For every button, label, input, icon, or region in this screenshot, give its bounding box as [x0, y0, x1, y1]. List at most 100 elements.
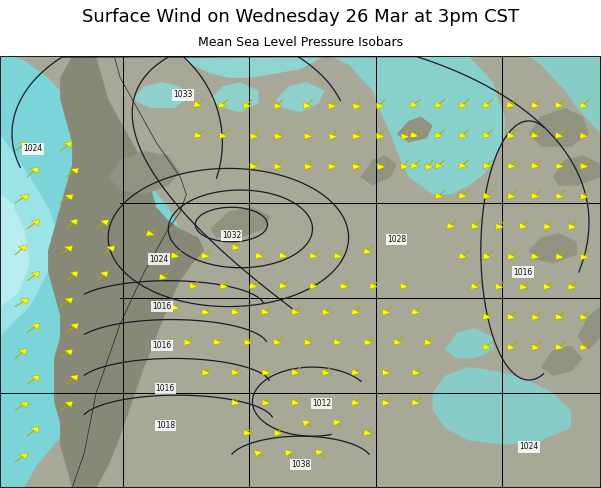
FancyArrow shape [580, 129, 589, 139]
Polygon shape [331, 56, 505, 194]
FancyArrow shape [310, 250, 319, 259]
FancyArrow shape [556, 190, 565, 199]
FancyArrow shape [400, 160, 409, 170]
FancyArrow shape [66, 219, 78, 229]
FancyArrow shape [66, 168, 79, 177]
FancyArrow shape [483, 341, 493, 350]
FancyArrow shape [273, 337, 282, 345]
FancyArrow shape [322, 367, 331, 376]
FancyArrow shape [274, 129, 282, 140]
Polygon shape [0, 134, 60, 337]
FancyArrow shape [410, 129, 421, 138]
FancyArrow shape [249, 281, 258, 289]
FancyArrow shape [364, 337, 373, 346]
FancyArrow shape [304, 129, 313, 139]
FancyArrow shape [340, 281, 349, 289]
FancyArrow shape [261, 306, 270, 315]
FancyArrow shape [496, 220, 505, 229]
FancyArrow shape [580, 311, 589, 320]
Text: 1038: 1038 [291, 460, 310, 469]
FancyArrow shape [459, 250, 469, 259]
FancyArrow shape [532, 341, 541, 350]
FancyArrow shape [171, 250, 180, 259]
FancyArrow shape [519, 220, 529, 229]
FancyArrow shape [334, 420, 343, 427]
FancyArrow shape [581, 250, 589, 260]
FancyArrow shape [447, 220, 457, 229]
FancyArrow shape [532, 311, 541, 320]
FancyArrow shape [302, 420, 313, 427]
FancyArrow shape [352, 160, 361, 170]
FancyArrow shape [334, 250, 343, 259]
FancyArrow shape [15, 298, 29, 307]
FancyArrow shape [60, 349, 73, 359]
FancyArrow shape [60, 142, 72, 151]
FancyArrow shape [202, 306, 210, 315]
FancyArrow shape [580, 99, 589, 108]
FancyArrow shape [243, 99, 252, 108]
FancyArrow shape [370, 281, 379, 289]
Text: Mean Sea Level Pressure Isobars: Mean Sea Level Pressure Isobars [198, 36, 403, 49]
FancyArrow shape [581, 160, 589, 169]
FancyArrow shape [543, 281, 553, 289]
FancyArrow shape [15, 195, 29, 203]
FancyArrow shape [232, 242, 240, 250]
FancyArrow shape [102, 246, 115, 255]
FancyArrow shape [508, 190, 517, 199]
FancyArrow shape [279, 281, 288, 288]
FancyArrow shape [483, 160, 493, 169]
FancyArrow shape [213, 337, 222, 345]
FancyArrow shape [435, 99, 445, 108]
FancyArrow shape [15, 142, 28, 151]
Text: 1032: 1032 [222, 231, 241, 240]
FancyArrow shape [250, 160, 258, 169]
Polygon shape [541, 346, 583, 376]
FancyArrow shape [569, 220, 577, 230]
FancyArrow shape [291, 367, 300, 375]
FancyArrow shape [255, 250, 264, 259]
FancyArrow shape [27, 271, 40, 281]
FancyArrow shape [483, 311, 493, 320]
Text: 1024: 1024 [150, 255, 169, 264]
FancyArrow shape [146, 229, 156, 236]
FancyArrow shape [382, 367, 391, 376]
FancyArrow shape [189, 281, 198, 289]
FancyArrow shape [483, 190, 493, 199]
FancyArrow shape [352, 306, 361, 315]
FancyArrow shape [435, 129, 445, 138]
FancyArrow shape [410, 99, 421, 107]
FancyArrow shape [483, 99, 493, 108]
FancyArrow shape [495, 281, 505, 289]
FancyArrow shape [60, 401, 73, 410]
Polygon shape [210, 207, 270, 238]
FancyArrow shape [60, 298, 73, 307]
FancyArrow shape [555, 99, 565, 108]
FancyArrow shape [520, 281, 529, 290]
FancyArrow shape [194, 129, 204, 138]
FancyArrow shape [329, 129, 337, 140]
FancyArrow shape [171, 302, 180, 310]
FancyArrow shape [412, 397, 421, 406]
Polygon shape [0, 194, 30, 306]
FancyArrow shape [555, 341, 565, 350]
FancyArrow shape [159, 272, 168, 280]
Text: 1024: 1024 [23, 144, 43, 153]
FancyArrow shape [322, 397, 331, 406]
FancyArrow shape [27, 324, 40, 333]
FancyArrow shape [376, 99, 385, 109]
FancyArrow shape [250, 129, 258, 139]
FancyArrow shape [531, 250, 541, 259]
FancyArrow shape [544, 220, 553, 229]
FancyArrow shape [459, 99, 469, 108]
FancyArrow shape [556, 160, 565, 169]
FancyArrow shape [66, 323, 79, 333]
FancyArrow shape [531, 99, 541, 108]
FancyArrow shape [412, 306, 421, 315]
FancyArrow shape [184, 337, 192, 346]
Text: Surface Wind on Wednesday 26 Mar at 3pm CST: Surface Wind on Wednesday 26 Mar at 3pm … [82, 8, 519, 26]
Polygon shape [553, 156, 601, 186]
FancyArrow shape [218, 99, 228, 108]
Polygon shape [361, 156, 397, 186]
Polygon shape [48, 56, 204, 488]
FancyArrow shape [328, 160, 337, 169]
